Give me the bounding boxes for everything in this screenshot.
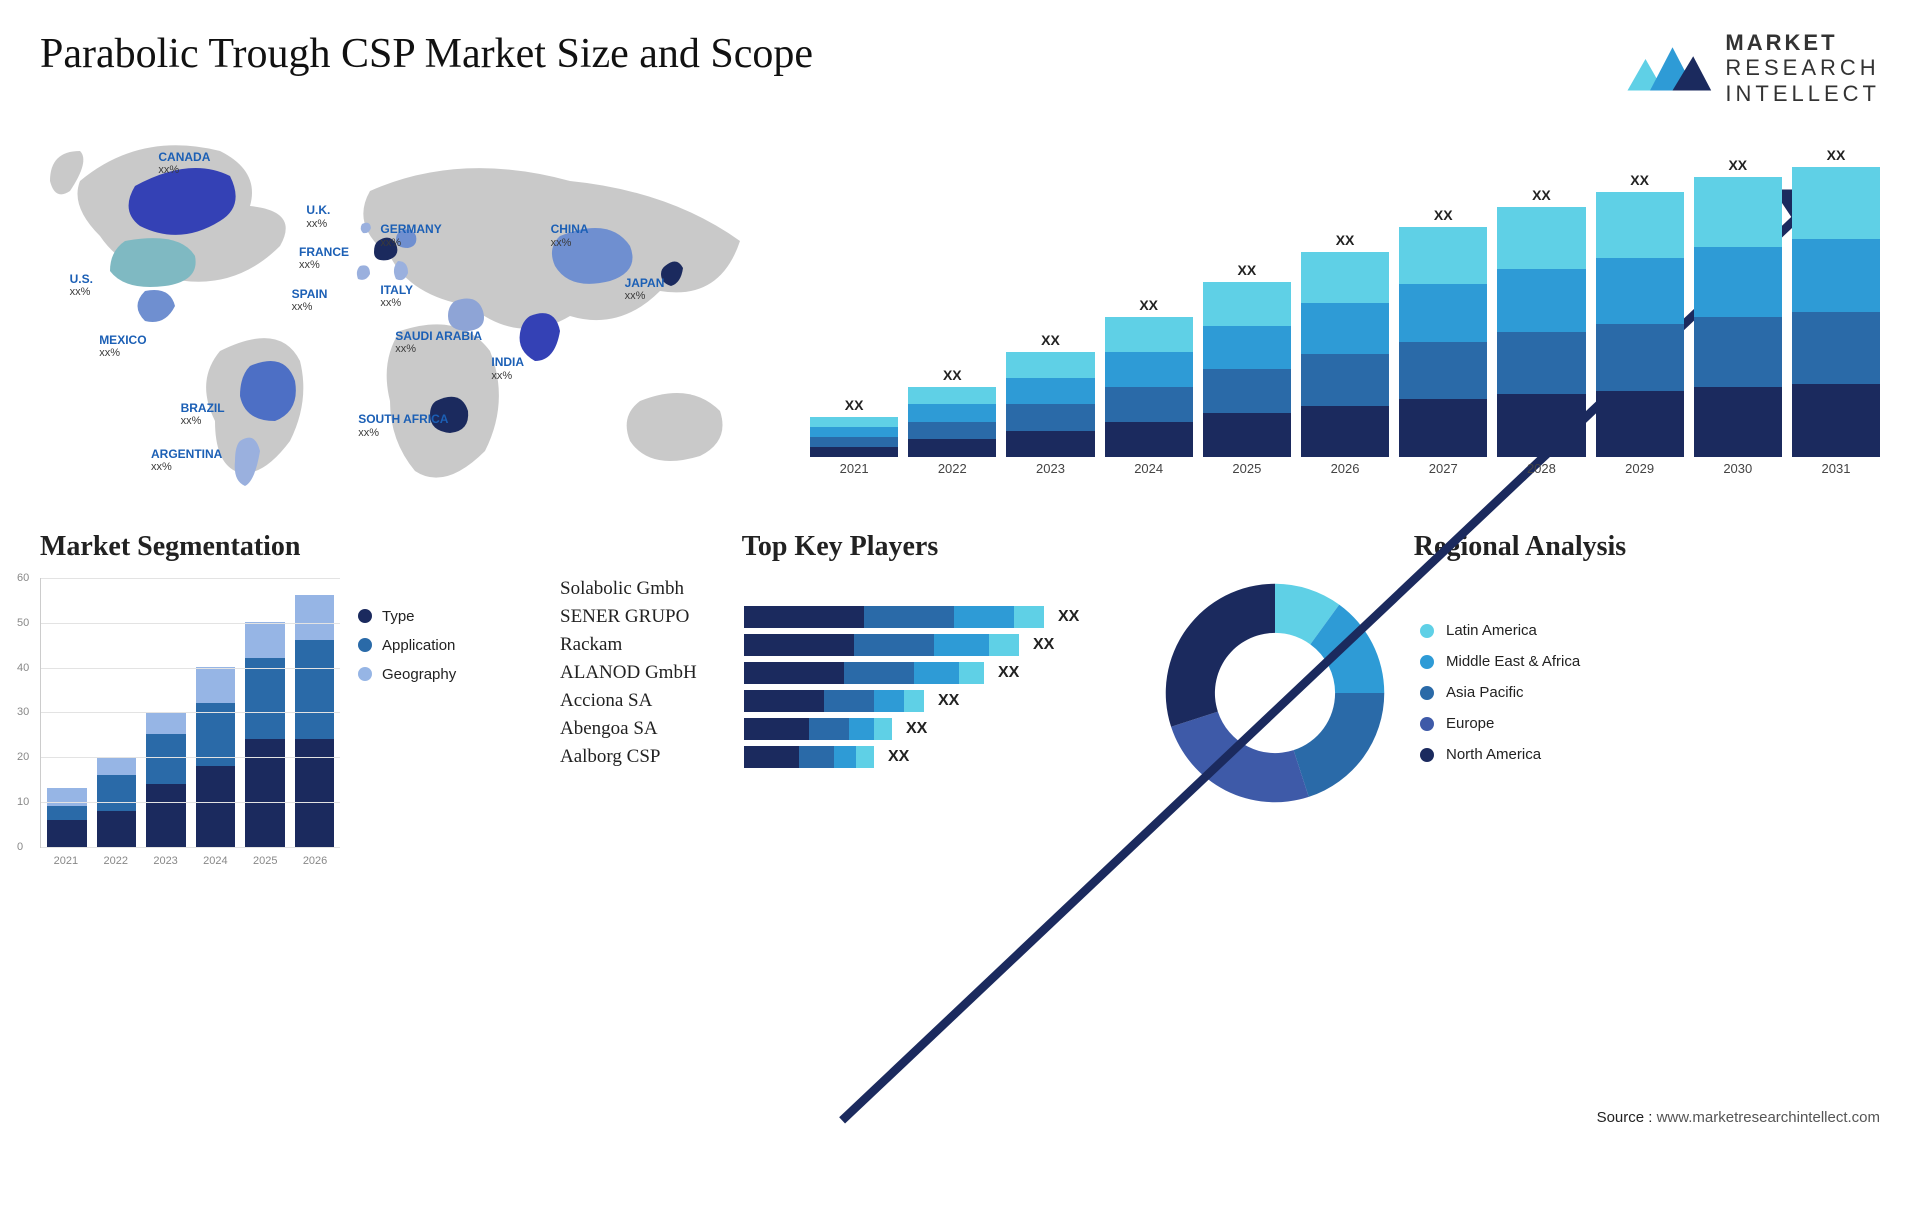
growth-bar: XX2024: [1105, 297, 1193, 476]
player-bar: [744, 746, 874, 768]
map-label: SOUTH AFRICAxx%: [358, 413, 448, 438]
world-map-panel: CANADAxx% U.S.xx% MEXICOxx% BRAZILxx% ARGENT…: [40, 121, 780, 501]
donut-slice: [1294, 693, 1385, 797]
regional-panel: Regional Analysis Latin America Middle Ea…: [1160, 531, 1880, 871]
segmentation-title: Market Segmentation: [40, 531, 520, 563]
region-us: [110, 238, 196, 287]
map-label: SAUDI ARABIAxx%: [395, 330, 482, 355]
segmentation-chart: 202120222023202420252026 0102030405060: [40, 578, 340, 848]
growth-bar: XX2028: [1497, 187, 1585, 476]
map-label: U.K.xx%: [306, 204, 330, 229]
player-row: Acciona SAXX: [560, 690, 1120, 712]
player-row: RackamXX: [560, 634, 1120, 656]
map-label: ARGENTINAxx%: [151, 448, 222, 473]
player-bar: [744, 606, 1044, 628]
growth-chart: XX2021XX2022XX2023XX2024XX2025XX2026XX20…: [810, 121, 1880, 501]
player-row: SENER GRUPOXX: [560, 606, 1120, 628]
segmentation-legend: Type Application Geography: [358, 578, 456, 683]
map-label: JAPANxx%: [625, 277, 665, 302]
map-label: ITALYxx%: [380, 284, 413, 309]
header: Parabolic Trough CSP Market Size and Sco…: [40, 30, 1880, 106]
key-players-title: Top Key Players: [560, 531, 1120, 563]
growth-bar: XX2029: [1596, 172, 1684, 476]
region-brazil: [240, 361, 296, 421]
segmentation-bar: [47, 788, 87, 847]
source-line: Source : www.marketresearchintellect.com: [1597, 1109, 1880, 1126]
regional-title: Regional Analysis: [1160, 531, 1880, 563]
regional-legend: Latin America Middle East & Africa Asia Pa…: [1420, 622, 1580, 763]
growth-bar: XX2031: [1792, 147, 1880, 476]
legend-item: Latin America: [1420, 622, 1580, 639]
legend-item: Application: [358, 637, 456, 654]
region-argentina: [235, 438, 260, 486]
legend-item: Geography: [358, 666, 456, 683]
regional-donut-chart: [1160, 578, 1390, 808]
segmentation-bar: [245, 622, 285, 847]
player-bar: [744, 690, 924, 712]
legend-item: Middle East & Africa: [1420, 653, 1580, 670]
player-bar: [744, 718, 892, 740]
legend-item: Europe: [1420, 715, 1580, 732]
map-label: GERMANYxx%: [380, 223, 441, 248]
growth-bar: XX2030: [1694, 157, 1782, 476]
map-label: BRAZILxx%: [181, 402, 225, 427]
logo-icon: [1623, 33, 1713, 103]
map-label: MEXICOxx%: [99, 334, 146, 359]
logo-text: MARKET RESEARCH INTELLECT: [1725, 30, 1880, 106]
segmentation-bar: [295, 595, 335, 847]
player-bar: [744, 634, 1019, 656]
growth-bar: XX2021: [810, 397, 898, 476]
growth-bar: XX2025: [1203, 262, 1291, 476]
segmentation-bar: [146, 712, 186, 847]
map-label: FRANCExx%: [299, 246, 349, 271]
map-label: U.S.xx%: [70, 273, 93, 298]
donut-slice: [1171, 711, 1309, 802]
segmentation-panel: Market Segmentation 20212022202320242025…: [40, 531, 520, 871]
growth-bar: XX2023: [1006, 332, 1094, 476]
region-india: [520, 313, 560, 361]
brand-logo: MARKET RESEARCH INTELLECT: [1623, 30, 1880, 106]
page-title: Parabolic Trough CSP Market Size and Sco…: [40, 30, 813, 78]
legend-item: Asia Pacific: [1420, 684, 1580, 701]
map-label: INDIAxx%: [491, 356, 524, 381]
map-label: CANADAxx%: [158, 151, 210, 176]
player-row: ALANOD GmbHXX: [560, 662, 1120, 684]
player-row: Abengoa SAXX: [560, 718, 1120, 740]
donut-slice: [1166, 584, 1275, 727]
region-saudi: [448, 298, 484, 330]
map-label: SPAINxx%: [292, 288, 328, 313]
legend-item: North America: [1420, 746, 1580, 763]
region-spain: [357, 265, 370, 279]
legend-item: Type: [358, 608, 456, 625]
map-label: CHINAxx%: [551, 223, 589, 248]
player-bar: [744, 662, 984, 684]
growth-bar: XX2022: [908, 367, 996, 476]
key-players-panel: Top Key Players Solabolic Gmbh SENER GRUP…: [560, 531, 1120, 871]
player-row: Aalborg CSPXX: [560, 746, 1120, 768]
region-mexico: [138, 290, 176, 322]
player-row: Solabolic Gmbh: [560, 578, 1120, 600]
growth-bar: XX2027: [1399, 207, 1487, 476]
growth-bar: XX2026: [1301, 232, 1389, 476]
world-map-svg: [40, 121, 780, 501]
